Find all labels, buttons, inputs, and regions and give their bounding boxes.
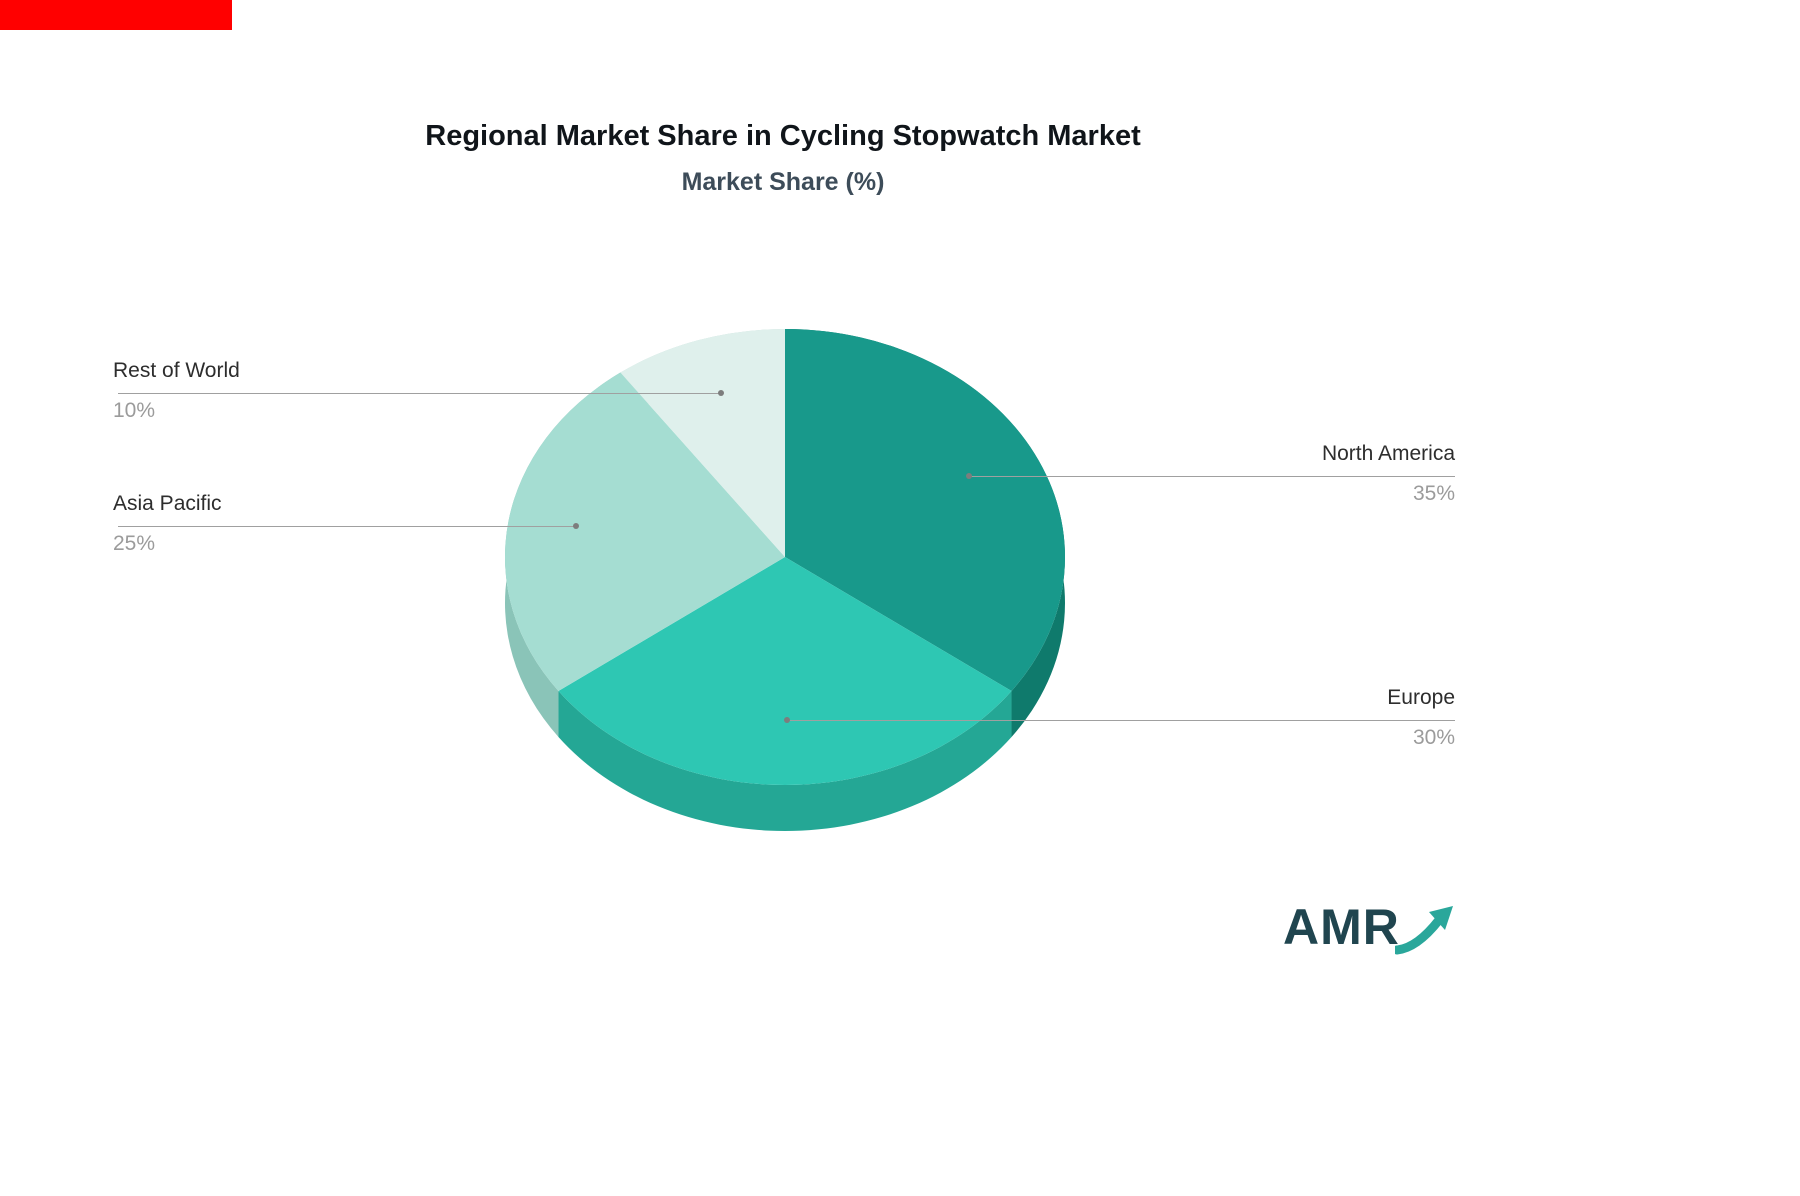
leader-line-asia-pacific [118, 523, 579, 529]
leader-line-europe [784, 717, 1455, 723]
pie-slice-rest-of-world [620, 329, 785, 557]
pie-slice-north-america [785, 329, 1065, 692]
amr-logo-text: AMR [1283, 899, 1400, 955]
leader-dot-north-america [966, 473, 972, 479]
leader-dot-rest-of-world [718, 390, 724, 396]
chart-subtitle: Market Share (%) [681, 168, 885, 196]
chart-title: Regional Market Share in Cycling Stopwat… [425, 120, 1141, 152]
leader-line-north-america [966, 473, 1455, 479]
slice-label-north-america: North America [1321, 442, 1455, 465]
slice-pct-asia-pacific: 25% [113, 532, 156, 555]
slice-pct-north-america: 35% [1412, 482, 1455, 505]
leader-dot-europe [784, 717, 790, 723]
slice-label-europe: Europe [1387, 686, 1455, 709]
amr-logo: AMR [1283, 898, 1463, 968]
slice-pct-europe: 30% [1412, 726, 1455, 749]
leader-line-rest-of-world [118, 390, 724, 396]
pie-svg [505, 329, 1065, 832]
slice-label-rest-of-world: Rest of World [113, 359, 240, 382]
pie-chart [440, 300, 1140, 860]
amr-logo-arrow-icon [1395, 906, 1453, 955]
pie-slice-asia-pacific [505, 372, 785, 692]
top-red-bar [0, 0, 232, 30]
slice-label-asia-pacific: Asia Pacific [113, 492, 222, 515]
leader-dot-asia-pacific [573, 523, 579, 529]
pie-slice-europe [558, 557, 1012, 785]
slice-pct-rest-of-world: 10% [113, 399, 156, 422]
